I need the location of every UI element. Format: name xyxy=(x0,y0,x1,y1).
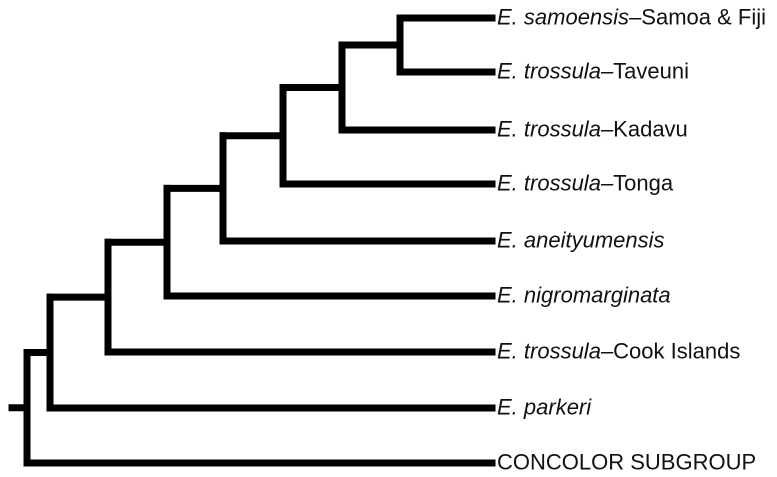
species-name: E. trossula xyxy=(497,170,601,196)
locality-name: –Tonga xyxy=(600,170,674,196)
species-name: E. samoensis xyxy=(497,4,630,30)
species-name: E. trossula xyxy=(497,58,601,84)
species-name: E. parkeri xyxy=(497,394,592,420)
tip-label-trossula-kadavu: E. trossula–Kadavu xyxy=(497,116,688,142)
species-name: E. aneityumensis xyxy=(497,227,665,253)
locality-name: –Samoa & Fiji xyxy=(629,4,767,30)
tip-label-trossula-cook-islands: E. trossula–Cook Islands xyxy=(497,338,741,364)
locality-name: –Kadavu xyxy=(600,116,688,142)
locality-name: –Cook Islands xyxy=(600,338,741,364)
tip-label-parkeri: E. parkeri xyxy=(497,394,592,420)
tip-label-concolor-subgroup: CONCOLOR SUBGROUP xyxy=(497,449,757,475)
locality-name: –Taveuni xyxy=(600,58,690,84)
tip-label-trossula-tonga: E. trossula–Tonga xyxy=(497,170,674,196)
tip-label-nigromarginata: E. nigromarginata xyxy=(497,282,671,308)
species-name: E. trossula xyxy=(497,116,601,142)
tip-label-aneityumensis: E. aneityumensis xyxy=(497,227,665,253)
group-name: CONCOLOR SUBGROUP xyxy=(497,449,757,475)
tip-label-trossula-taveuni: E. trossula–Taveuni xyxy=(497,58,690,84)
tip-label-samoensis-samoa-fiji: E. samoensis–Samoa & Fiji xyxy=(497,4,767,30)
species-name: E. trossula xyxy=(497,338,601,364)
species-name: E. nigromarginata xyxy=(497,282,671,308)
